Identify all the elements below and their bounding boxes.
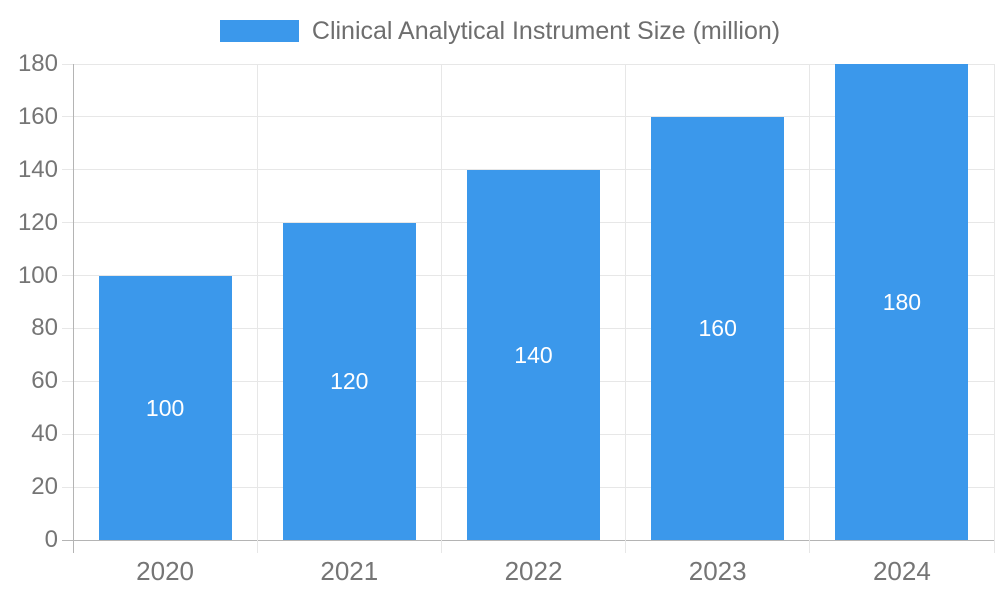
y-axis-label: 80 [31, 314, 58, 342]
y-axis-label: 100 [17, 261, 58, 289]
legend-label: Clinical Analytical Instrument Size (mil… [311, 17, 781, 45]
y-gridline [73, 63, 994, 65]
x-axis-label: 2021 [320, 556, 379, 586]
y-axis-tick [62, 327, 73, 329]
bar-value-label: 100 [145, 394, 185, 421]
x-axis-tick [993, 540, 995, 553]
bar-value-label: 180 [882, 289, 922, 315]
bar[interactable] [98, 275, 232, 540]
x-axis-label: 2023 [688, 556, 747, 586]
x-gridline [72, 64, 74, 540]
legend-swatch-icon [219, 20, 299, 42]
y-axis-label: 60 [31, 367, 58, 395]
x-gridline [625, 64, 627, 540]
bar[interactable] [282, 222, 416, 540]
x-axis-tick [72, 540, 74, 553]
x-gridline [993, 64, 995, 540]
y-axis-tick [62, 63, 73, 65]
x-axis-tick [440, 540, 442, 553]
bar[interactable] [651, 116, 785, 540]
x-axis-tick [256, 540, 258, 553]
y-axis-label: 180 [17, 50, 58, 77]
x-axis-tick [625, 540, 627, 553]
y-gridline [73, 539, 994, 541]
bar-value-label: 160 [698, 315, 737, 342]
x-gridline [809, 64, 811, 540]
x-gridline [256, 64, 258, 540]
y-axis-label: 20 [31, 473, 58, 501]
y-axis-label: 160 [17, 102, 58, 130]
bar-value-label: 120 [330, 368, 369, 395]
y-axis-tick [62, 169, 73, 171]
y-axis-label: 40 [31, 420, 58, 448]
y-axis-label: 140 [17, 155, 58, 183]
x-axis-tick [809, 540, 811, 553]
x-axis-label: 2024 [872, 556, 931, 586]
x-gridline [440, 64, 442, 540]
x-axis-label: 2022 [504, 556, 563, 586]
y-axis-tick [62, 116, 73, 118]
bar[interactable] [835, 64, 969, 540]
y-axis-tick [62, 539, 73, 541]
x-axis-label: 2020 [136, 556, 195, 586]
y-axis-tick [62, 380, 73, 382]
legend-item[interactable]: Clinical Analytical Instrument Size (mil… [219, 17, 781, 45]
y-axis-tick [62, 222, 73, 224]
y-axis-label: 120 [17, 208, 58, 236]
bar-value-label: 140 [514, 341, 553, 368]
y-axis-tick [62, 486, 73, 488]
bar[interactable] [467, 169, 600, 540]
y-axis-tick [62, 433, 73, 435]
y-gridline [73, 116, 994, 118]
chart-legend: Clinical Analytical Instrument Size (mil… [0, 18, 1000, 44]
y-axis-label: 0 [44, 526, 58, 553]
y-axis-tick [62, 275, 73, 277]
